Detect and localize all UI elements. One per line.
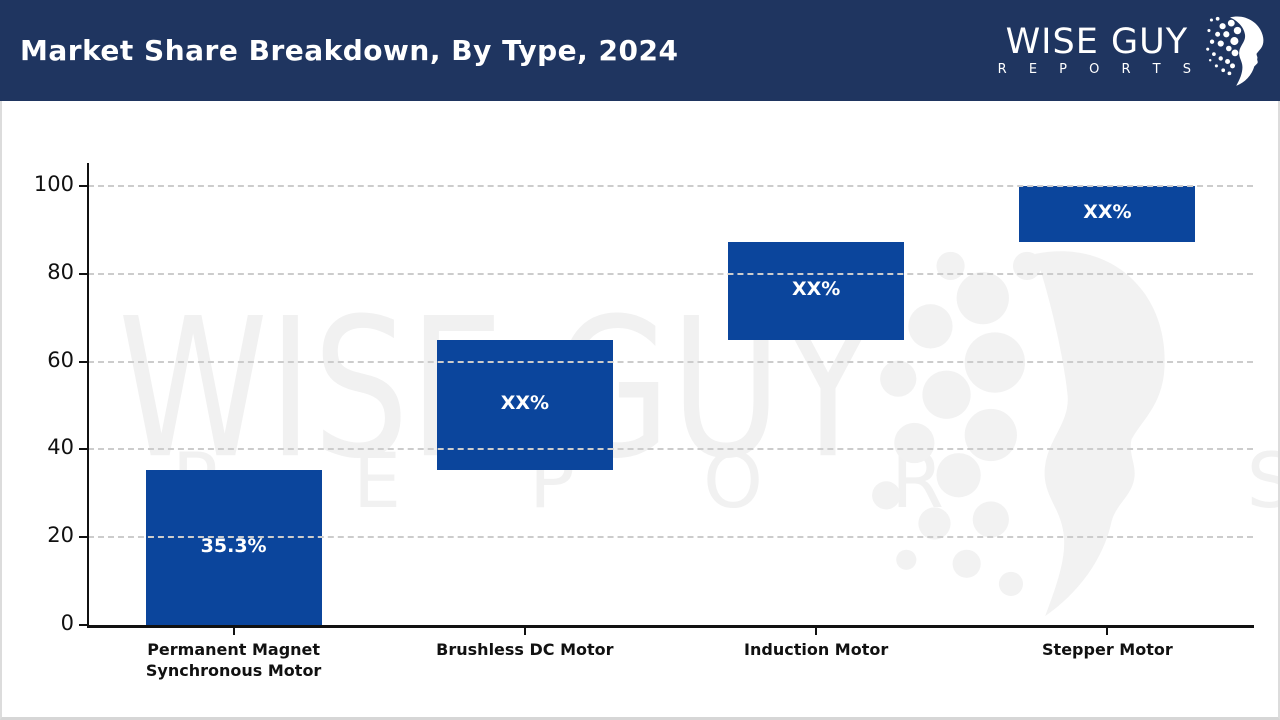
gridline-60 <box>88 360 1253 363</box>
bar-1 <box>145 470 322 625</box>
y-tick-label-100: 100 <box>33 172 74 196</box>
y-tick-80 <box>79 272 88 275</box>
dotted-head-icon <box>1206 16 1264 86</box>
gridline-40 <box>88 448 1253 451</box>
y-tick-label-80: 80 <box>47 259 74 284</box>
y-tick-40 <box>79 448 88 451</box>
gridline-20 <box>88 536 1253 539</box>
x-axis-spine <box>87 625 1254 628</box>
y-axis-spine <box>87 163 89 628</box>
header-bar: Market Share Breakdown, By Type, 2024 WI… <box>0 0 1280 101</box>
x-tick-label-1: Permanent Magnet Synchronous Motor <box>145 640 322 680</box>
x-tick-3 <box>815 628 818 635</box>
y-tick-20 <box>79 536 88 539</box>
bar-label-1: 35.3% <box>200 534 267 557</box>
y-tick-label-0: 0 <box>60 611 74 635</box>
chart-area: WISE GUY R E P O R T S 0 20 40 60 80 100 35.3%… <box>0 101 1280 720</box>
y-tick-label-60: 60 <box>47 347 74 372</box>
bar-label-3: XX% <box>791 277 841 300</box>
watermark-head-graphic <box>872 251 1165 617</box>
x-tick-2 <box>523 628 526 635</box>
y-tick-100 <box>79 185 88 187</box>
bar-label-4: XX% <box>1083 201 1132 224</box>
y-tick-0 <box>79 624 88 626</box>
brand-name: WISE GUY <box>1005 21 1189 62</box>
x-tick-label-4: Stepper Motor <box>1042 640 1173 659</box>
bar-3 <box>728 242 905 340</box>
brand-subtitle: R E P O R T S <box>997 61 1200 77</box>
y-tick-label-40: 40 <box>47 435 74 460</box>
brand-logo: WISE GUY R E P O R T S <box>994 9 1266 93</box>
bar-4 <box>1019 186 1196 243</box>
x-tick-label-3: Induction Motor <box>744 640 889 659</box>
bar-label-2: XX% <box>500 391 550 414</box>
page-title: Market Share Breakdown, By Type, 2024 <box>20 34 679 67</box>
brand-logo-text: WISE GUY R E P O R T S <box>994 21 1200 77</box>
gridline-100 <box>88 185 1253 187</box>
x-tick-label-2: Brushless DC Motor <box>436 640 614 659</box>
y-tick-label-20: 20 <box>47 523 74 548</box>
gridline-80 <box>88 272 1253 275</box>
x-tick-1 <box>232 628 235 635</box>
y-tick-60 <box>79 360 88 363</box>
x-tick-4 <box>1106 628 1109 635</box>
